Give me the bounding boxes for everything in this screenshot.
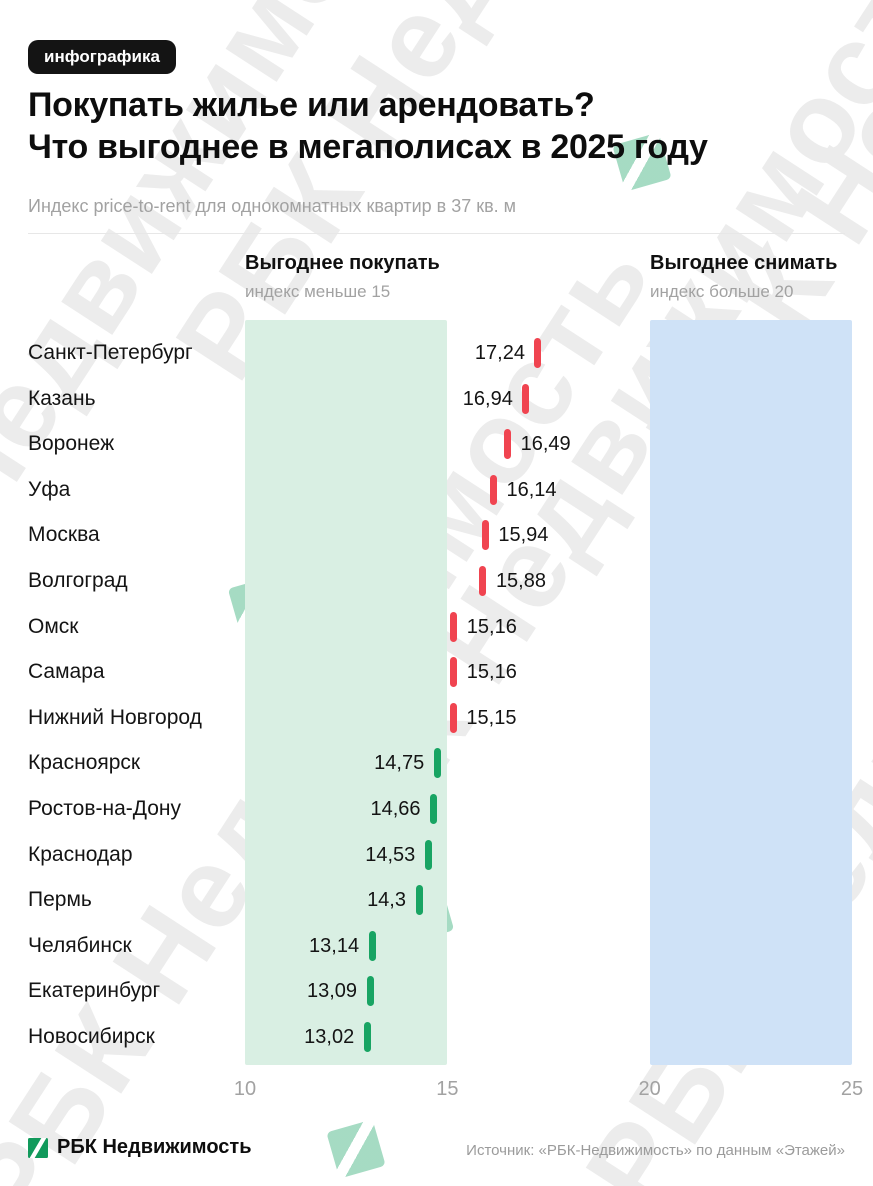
value-label: 15,94 (498, 524, 549, 547)
city-label: Воронеж (28, 432, 115, 456)
value-tick (415, 885, 423, 916)
value-tick (449, 702, 457, 733)
city-label: Екатеринбург (28, 979, 161, 1003)
value-label: 15,16 (466, 661, 517, 684)
value-tick (450, 611, 458, 642)
value-tick (433, 748, 441, 779)
zone-buy-header: Выгоднее покупать индекс меньше 15 (245, 252, 440, 302)
rent-zone-band (649, 320, 852, 1065)
value-label: 15,16 (466, 615, 517, 638)
infographic-badge: инфографика (28, 40, 176, 74)
city-label: Москва (28, 523, 100, 547)
value-label: 15,88 (495, 570, 546, 592)
value-label: 16,49 (520, 433, 571, 456)
axis-tick-label: 20 (638, 1078, 661, 1100)
value-tick (424, 839, 432, 870)
city-label: Красноярск (28, 751, 141, 775)
city-label: Краснодар (28, 842, 133, 866)
city-label: Волгоград (28, 569, 128, 592)
value-tick (504, 429, 512, 460)
chart-area: 17,24 16,94 16,49 16,14 15,94 15,88 15,16 15,16… (245, 320, 852, 1065)
zone-rent-header: Выгоднее снимать индекс больше 20 (650, 252, 837, 302)
city-label: Самара (28, 660, 105, 684)
value-label: 14,3 (367, 889, 406, 912)
value-label: 14,66 (370, 798, 421, 820)
buy-zone-band (245, 320, 448, 1065)
city-label: Санкт-Петербург (28, 341, 193, 364)
value-tick (534, 338, 542, 368)
chart-subtitle: Индекс price-to-rent для однокомнатных к… (28, 196, 517, 216)
header-divider (28, 233, 845, 234)
value-tick (481, 520, 489, 551)
title-line-2: Что выгоднее в мегаполисах в 2025 году (28, 128, 708, 166)
city-label: Казань (28, 386, 96, 410)
value-label: 16,94 (462, 387, 513, 410)
brand-name: РБК Недвижимость (57, 1136, 252, 1158)
value-label: 16,14 (506, 478, 557, 501)
city-label: Нижний Новгород (28, 705, 202, 729)
value-label: 13,14 (309, 934, 360, 957)
value-tick (479, 566, 487, 596)
title-line-1: Покупать жилье или арендовать? (28, 86, 595, 124)
city-label: Ростов-на-Дону (28, 797, 181, 820)
zone-rent-title: Выгоднее снимать (650, 252, 838, 274)
source-note: Источник: «РБК-Недвижимость» по данным «… (466, 1142, 845, 1159)
value-label: 14,53 (365, 843, 416, 866)
value-label: 17,24 (474, 342, 525, 364)
axis-tick-label: 25 (840, 1078, 864, 1100)
page-title: Покупать жилье или арендовать? Что выгод… (28, 84, 708, 168)
value-label: 13,09 (306, 980, 358, 1003)
value-tick (450, 657, 458, 688)
value-tick (366, 976, 374, 1007)
value-tick (363, 1022, 371, 1052)
city-label: Уфа (28, 477, 71, 501)
city-label: Пермь (28, 888, 92, 912)
value-tick (430, 794, 438, 824)
axis-tick-label: 15 (436, 1078, 459, 1100)
value-tick (489, 474, 497, 505)
brand-logo: РБК Недвижимость (28, 1136, 252, 1159)
city-label: Челябинск (28, 933, 132, 957)
value-tick (368, 930, 376, 961)
zone-buy-title: Выгоднее покупать (245, 252, 440, 274)
zone-rent-subtitle: индекс больше 20 (650, 282, 794, 301)
axis-tick-label: 10 (233, 1078, 257, 1100)
city-label: Новосибирск (28, 1025, 155, 1048)
city-label: Омск (28, 614, 79, 638)
rbc-logo-icon (28, 1137, 48, 1158)
value-label: 13,02 (304, 1026, 355, 1048)
value-label: 15,15 (466, 706, 517, 729)
zone-buy-subtitle: индекс меньше 15 (245, 282, 391, 301)
value-tick (522, 383, 530, 414)
value-label: 14,75 (374, 752, 425, 775)
